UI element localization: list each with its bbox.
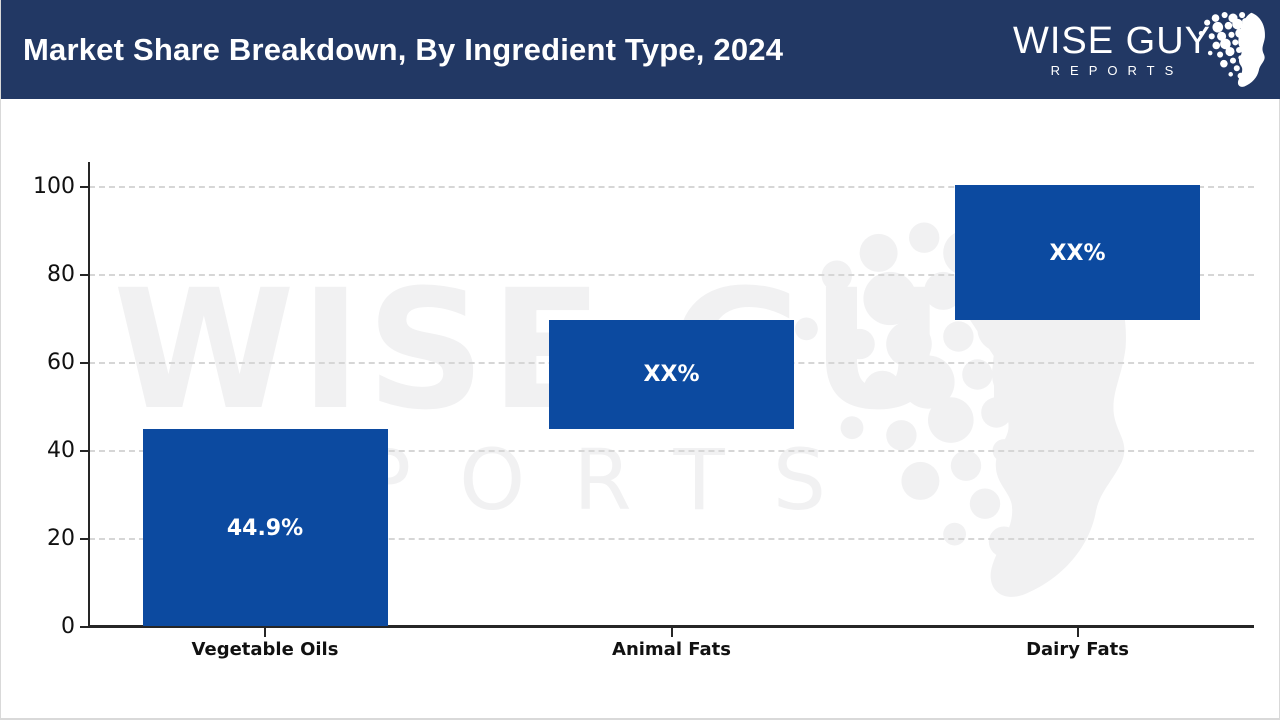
y-gridline bbox=[89, 537, 1254, 540]
logo-name-text: WISE GUY bbox=[1012, 20, 1211, 62]
y-tick-label: 80 bbox=[47, 261, 75, 287]
y-gridline bbox=[89, 185, 1254, 188]
y-tick-mark bbox=[79, 537, 89, 540]
y-tick-mark bbox=[79, 273, 89, 276]
y-gridline bbox=[89, 273, 1254, 276]
x-tick-mark bbox=[1076, 627, 1079, 637]
y-tick-label: 20 bbox=[47, 525, 75, 551]
y-tick-label: 60 bbox=[47, 349, 75, 375]
y-tick-mark bbox=[79, 185, 89, 188]
bar-value-label: XX% bbox=[1049, 240, 1106, 266]
y-tick-label: 0 bbox=[61, 613, 75, 639]
y-tick-mark bbox=[79, 625, 89, 628]
y-tick-mark bbox=[79, 361, 89, 364]
bar-vegetable-oils bbox=[142, 428, 388, 627]
y-axis-line bbox=[87, 162, 90, 628]
logo-tagline-text: REPORTS bbox=[1050, 63, 1184, 78]
x-tick-label-vegetable-oils: Vegetable Oils bbox=[191, 638, 339, 660]
bar-value-label: XX% bbox=[643, 362, 700, 388]
x-tick-label-animal-fats: Animal Fats bbox=[612, 638, 731, 660]
y-gridline bbox=[89, 449, 1254, 452]
x-tick-label-dairy-fats: Dairy Fats bbox=[1026, 638, 1129, 660]
header-bar: Market Share Breakdown, By Ingredient Ty… bbox=[1, 0, 1280, 99]
y-tick-mark bbox=[79, 449, 89, 452]
x-axis-line bbox=[87, 625, 1254, 628]
x-tick-mark bbox=[670, 627, 673, 637]
wise-guy-reports-logo: WISE GUY REPORTS bbox=[1013, 4, 1271, 96]
y-tick-label: 40 bbox=[47, 437, 75, 463]
logo-face-dots-icon bbox=[1198, 12, 1265, 87]
bar-value-label: 44.9% bbox=[226, 515, 304, 541]
y-tick-label: 100 bbox=[33, 173, 75, 199]
x-tick-mark bbox=[264, 627, 266, 637]
bar-animal-fats bbox=[549, 319, 794, 429]
page-title: Market Share Breakdown, By Ingredient Ty… bbox=[23, 31, 784, 67]
bar-dairy-fats bbox=[955, 185, 1200, 320]
